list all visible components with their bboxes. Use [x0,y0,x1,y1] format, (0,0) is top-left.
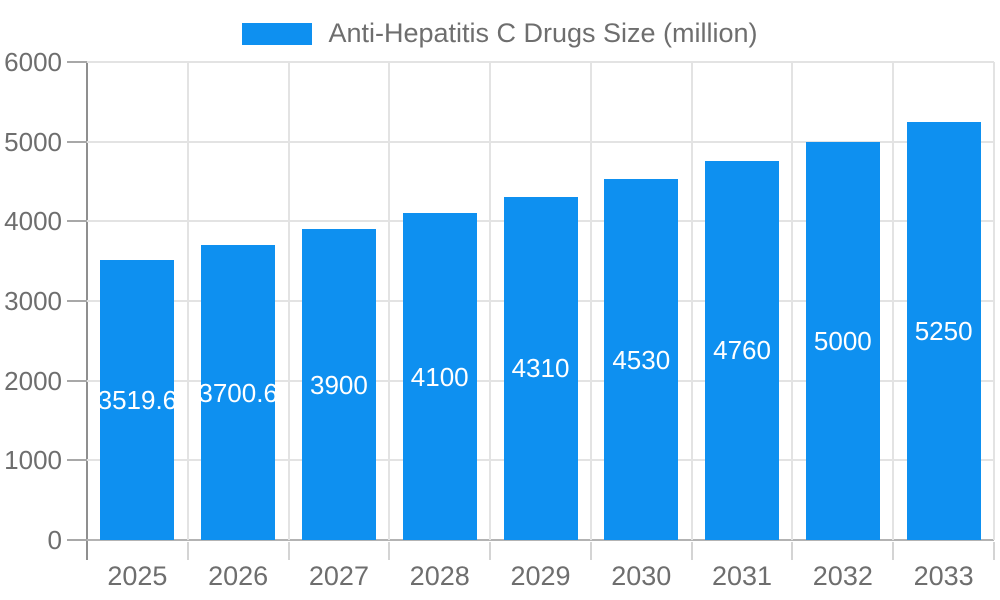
y-tick-mark [67,459,87,462]
y-tick-mark [67,220,87,223]
bar-2027[interactable] [301,229,376,540]
bar-value-label: 4310 [511,353,570,384]
x-axis-tick-label: 2030 [611,561,672,591]
x-axis-tick-label: 2026 [208,561,269,591]
bar-2029[interactable] [503,196,578,540]
y-tick-mark [67,379,87,382]
x-tick-mark [186,542,189,560]
x-tick-mark [791,542,794,560]
x-tick-mark [993,542,995,560]
x-axis-tick-label: 2028 [409,561,470,591]
x-gridline [993,62,995,540]
x-gridline [388,62,391,540]
x-axis-tick-label: 2025 [107,561,168,591]
y-axis-line [86,62,88,560]
y-axis-tick-label: 6000 [4,47,62,77]
y-tick-mark [67,61,87,63]
x-gridline [791,62,794,540]
x-gridline [489,62,492,540]
x-gridline [287,62,290,540]
x-tick-mark [690,542,693,560]
y-gridline [87,140,994,143]
bar-value-label: 5000 [813,325,872,356]
bar-2032[interactable] [805,141,880,540]
x-tick-mark [892,542,895,560]
x-axis-tick-label: 2032 [812,561,873,591]
x-gridline [690,62,693,540]
bar-2033[interactable] [906,121,981,540]
x-axis-tick-label: 2031 [712,561,773,591]
x-axis-tick-label: 2029 [510,561,571,591]
y-tick-mark [67,140,87,143]
y-gridline [87,61,994,63]
plot-area: 3519.6 3700.6 3900 4100 4310 4530 4760 5000 5250 [87,61,995,540]
x-tick-mark [589,542,592,560]
bar-2025[interactable] [100,259,175,540]
x-gridline [892,62,895,540]
bar-2028[interactable] [402,213,477,540]
legend[interactable]: Anti-Hepatitis C Drugs Size (million) [0,18,1000,49]
y-tick-mark [67,300,87,302]
bar-value-label: 4530 [612,344,671,375]
legend-swatch [242,22,313,45]
bar-value-label: 3700.6 [198,377,278,408]
bar-2031[interactable] [705,160,780,540]
legend-label: Anti-Hepatitis C Drugs Size (million) [328,18,758,48]
x-axis-tick-label: 2033 [913,561,974,591]
bar-2026[interactable] [201,245,276,540]
bar-value-label: 5250 [914,315,973,346]
bar-value-label: 3900 [310,369,368,400]
y-axis-tick-label: 0 [47,525,62,555]
bar-value-label: 4760 [713,335,771,366]
x-gridline [589,62,592,540]
bar-value-label: 3519.6 [97,384,178,415]
x-axis-line [86,539,994,541]
x-gridline [186,62,189,540]
x-tick-mark [287,542,290,560]
x-tick-mark [489,542,492,560]
y-axis-tick-label: 5000 [4,126,62,157]
y-axis-tick-label: 2000 [4,365,62,396]
x-tick-mark [388,542,391,560]
x-axis-tick-label: 2027 [308,561,369,591]
y-tick-mark [67,539,87,541]
y-axis-tick-label: 3000 [4,286,62,316]
y-axis-tick-label: 4000 [4,206,62,237]
y-axis-tick-label: 1000 [4,445,62,476]
bar-value-label: 4100 [410,361,469,392]
bar-2030[interactable] [604,179,679,540]
